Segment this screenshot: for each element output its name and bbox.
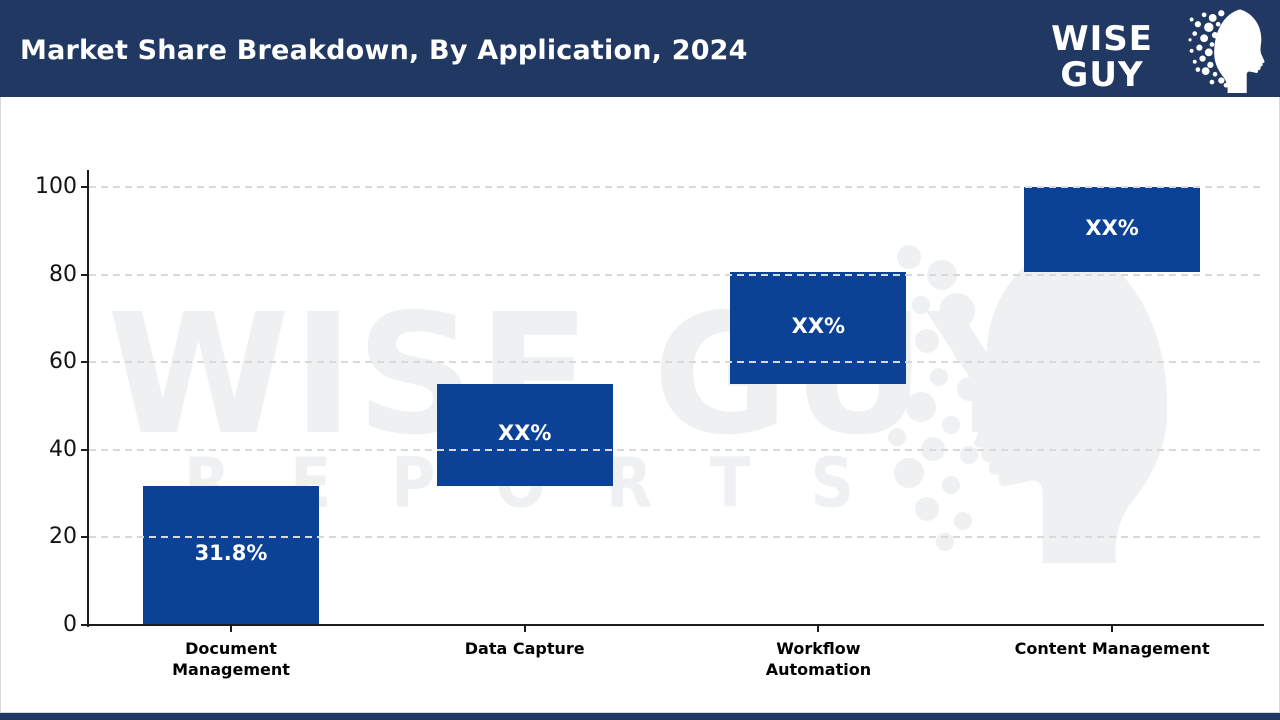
y-tick-label: 60 — [49, 349, 77, 375]
logo-face-icon — [1188, 9, 1265, 93]
gridline — [89, 361, 1264, 364]
bar-value-label-document-management: 31.8% — [194, 541, 268, 566]
y-tick-label: 0 — [63, 612, 77, 637]
logo-wordmark-line1: WISE GUY — [1051, 19, 1153, 95]
y-tick-label: 20 — [49, 524, 77, 550]
y-axis-tick — [81, 624, 87, 626]
bar-value-label-workflow-automation: XX% — [791, 314, 846, 339]
bar-value-label-data-capture: XX% — [497, 420, 552, 445]
x-axis-tick — [523, 626, 526, 632]
x-category-label-line: Document — [185, 639, 277, 658]
x-category-label-document-management: Document Management — [111, 638, 351, 680]
x-axis-line — [87, 624, 1264, 626]
y-tick-label: 40 — [49, 436, 77, 462]
gridline — [89, 273, 1264, 276]
x-category-label-line: Workflow — [776, 639, 861, 658]
gridline — [89, 186, 1264, 188]
wise-guy-reports-logo: WISE GUY REPORTS — [1016, 5, 1266, 111]
y-axis-tick — [81, 273, 87, 276]
y-tick-label: 100 — [35, 174, 77, 199]
bar-content-management — [1024, 187, 1201, 273]
watermark-face-icon — [873, 242, 1167, 563]
chart-area: WISE GUY REPORTS 02040608010031.8%Docume… — [0, 97, 1280, 713]
header: Market Share Breakdown, By Application, … — [0, 0, 1280, 111]
gridline — [89, 536, 1264, 539]
x-axis-tick — [817, 626, 820, 632]
x-category-label-line: Management — [172, 660, 290, 679]
x-category-label-line: Automation — [765, 660, 872, 679]
x-category-label-workflow-automation: Workflow Automation — [698, 638, 938, 680]
footer-bar — [0, 713, 1280, 720]
y-axis-tick — [81, 448, 87, 451]
x-category-label-line: Content Management — [1014, 639, 1210, 658]
y-axis-tick — [81, 186, 87, 188]
y-axis-tick — [81, 536, 87, 539]
y-axis-tick — [81, 361, 87, 364]
x-category-label-data-capture: Data Capture — [405, 638, 645, 659]
x-category-label-content-management: Content Management — [992, 638, 1232, 659]
bar-value-label-content-management: XX% — [1085, 215, 1139, 240]
x-category-label-line: Data Capture — [464, 639, 585, 658]
gridline — [89, 448, 1264, 451]
y-axis-line — [87, 170, 89, 627]
bar-document-management — [143, 485, 319, 625]
x-axis-tick — [1111, 626, 1114, 632]
page-title: Market Share Breakdown, By Application, … — [20, 35, 748, 66]
bar-data-capture — [436, 384, 613, 486]
bar-workflow-automation — [730, 272, 907, 385]
x-axis-tick — [230, 626, 232, 632]
y-tick-label: 80 — [49, 261, 77, 287]
